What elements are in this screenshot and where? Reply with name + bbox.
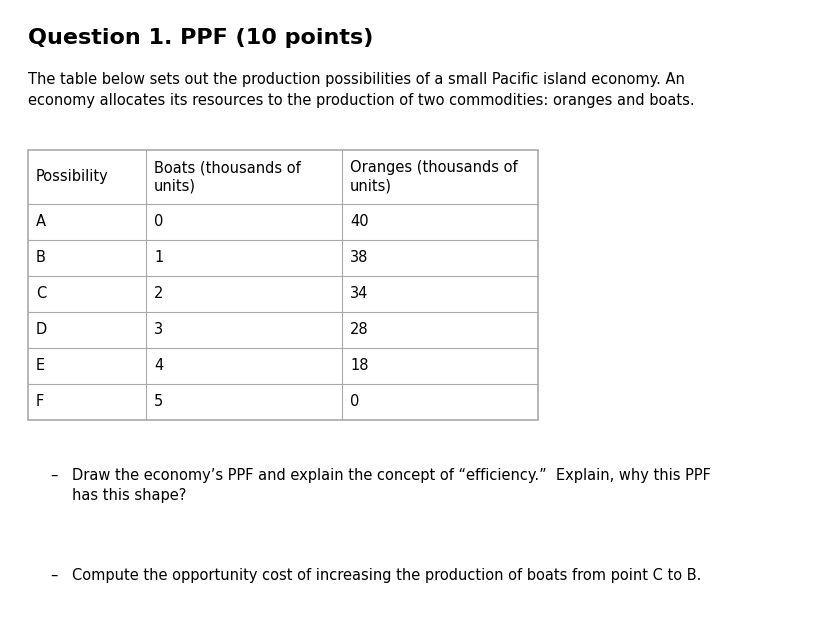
Text: 0: 0 [350, 394, 359, 409]
Text: The table below sets out the production possibilities of a small Pacific island : The table below sets out the production … [28, 72, 694, 108]
Text: Question 1. PPF (10 points): Question 1. PPF (10 points) [28, 28, 373, 48]
Text: C: C [36, 286, 47, 301]
Text: 38: 38 [350, 251, 368, 266]
Text: 18: 18 [350, 359, 368, 374]
Text: D: D [36, 322, 47, 338]
Text: B: B [36, 251, 46, 266]
Bar [28, 150, 538, 420]
Text: 3: 3 [154, 322, 163, 338]
Text: –: – [50, 468, 57, 483]
Text: Compute the opportunity cost of increasing the production of boats from point C : Compute the opportunity cost of increasi… [72, 568, 701, 583]
Text: 34: 34 [350, 286, 368, 301]
Text: F: F [36, 394, 44, 409]
Text: A: A [36, 214, 46, 229]
Text: 2: 2 [154, 286, 164, 301]
Text: E: E [36, 359, 45, 374]
Text: Draw the economy’s PPF and explain the concept of “efficiency.”  Explain, why th: Draw the economy’s PPF and explain the c… [72, 468, 711, 503]
Text: Oranges (thousands of
units): Oranges (thousands of units) [350, 160, 518, 194]
Text: 1: 1 [154, 251, 164, 266]
Text: 0: 0 [154, 214, 164, 229]
Text: –: – [50, 568, 57, 583]
Text: 5: 5 [154, 394, 164, 409]
Text: 4: 4 [154, 359, 164, 374]
Text: 40: 40 [350, 214, 369, 229]
Text: 28: 28 [350, 322, 369, 338]
Text: Boats (thousands of
units): Boats (thousands of units) [154, 160, 301, 194]
Text: Possibility: Possibility [36, 169, 109, 184]
